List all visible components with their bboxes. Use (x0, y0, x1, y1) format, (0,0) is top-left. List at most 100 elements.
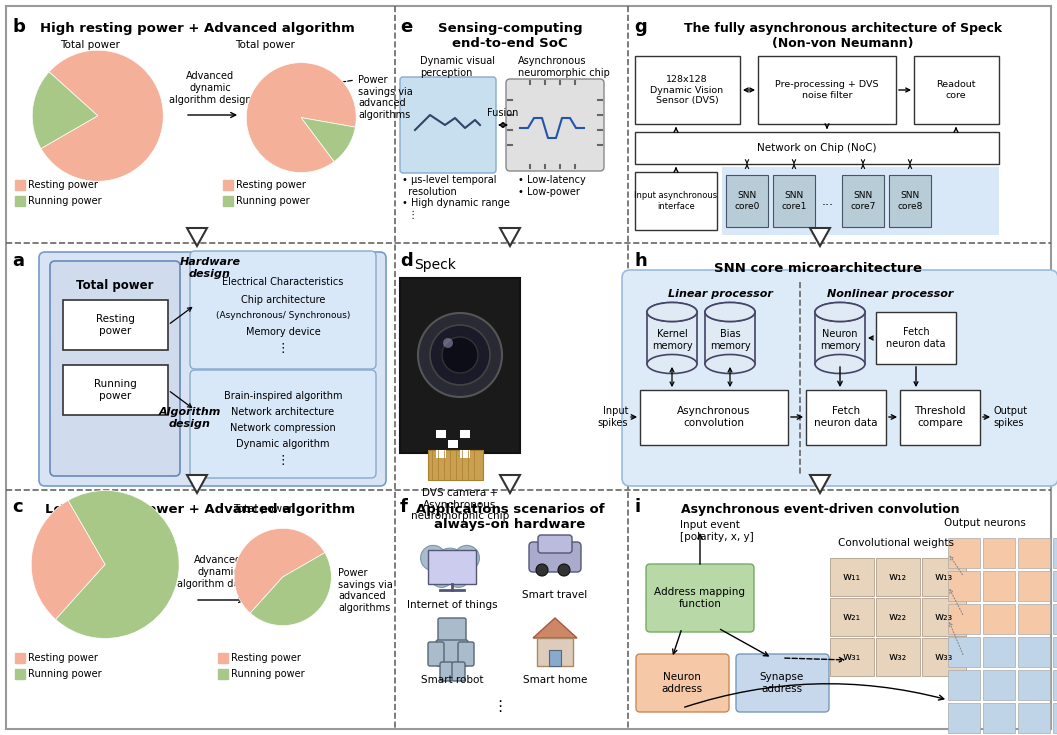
Text: • μs-level temporal
  resolution
• High dynamic range
  ⋮: • μs-level temporal resolution • High dy… (402, 175, 509, 220)
Text: Network architecture: Network architecture (231, 407, 335, 417)
Text: • Low-latency
• Low-power: • Low-latency • Low-power (518, 175, 586, 196)
Bar (876, 558, 920, 596)
Text: Speck: Speck (414, 258, 456, 272)
Text: w₁₂: w₁₂ (889, 572, 907, 582)
Text: g: g (634, 18, 647, 36)
Bar (948, 604, 980, 634)
Bar (889, 175, 931, 227)
Text: ⋮: ⋮ (493, 698, 507, 714)
Text: w₂₃: w₂₃ (934, 612, 953, 622)
Bar (705, 312, 755, 364)
Bar (1018, 538, 1050, 568)
Text: Readout
core: Readout core (937, 80, 976, 100)
FancyBboxPatch shape (646, 564, 754, 632)
Bar (549, 650, 561, 666)
Polygon shape (810, 475, 830, 493)
FancyBboxPatch shape (50, 261, 180, 476)
Text: Total power: Total power (76, 279, 153, 292)
Bar (722, 167, 999, 235)
Bar (773, 175, 815, 227)
Text: ⋮: ⋮ (277, 342, 290, 354)
Text: Convolutional weights: Convolutional weights (838, 538, 954, 548)
Polygon shape (187, 475, 207, 493)
Text: Resting power: Resting power (231, 653, 301, 663)
Bar (900, 390, 980, 445)
FancyBboxPatch shape (452, 662, 465, 681)
Text: c: c (12, 498, 22, 516)
Text: w₂₁: w₂₁ (842, 612, 861, 622)
Wedge shape (246, 62, 356, 173)
Text: Asynchronous event-driven convolution: Asynchronous event-driven convolution (681, 503, 960, 516)
Wedge shape (32, 501, 105, 620)
Text: Threshold
compare: Threshold compare (914, 406, 966, 428)
Wedge shape (56, 490, 179, 639)
Text: w₁₃: w₁₃ (934, 572, 953, 582)
FancyBboxPatch shape (636, 654, 729, 712)
Bar (1018, 571, 1050, 601)
Bar (1053, 538, 1057, 568)
FancyBboxPatch shape (438, 618, 466, 642)
Polygon shape (500, 475, 520, 493)
Circle shape (442, 337, 478, 373)
Text: Sensing-computing
end-to-end SoC: Sensing-computing end-to-end SoC (438, 22, 582, 50)
Bar (922, 558, 966, 596)
Circle shape (447, 565, 469, 587)
Bar (1018, 604, 1050, 634)
FancyBboxPatch shape (458, 642, 474, 666)
Bar (1053, 703, 1057, 733)
Bar (983, 538, 1015, 568)
Bar (428, 450, 483, 480)
Bar (948, 670, 980, 700)
Bar (830, 638, 874, 676)
Bar (435, 430, 446, 438)
Text: Total power: Total power (60, 40, 119, 50)
Text: Network on Chip (NoC): Network on Chip (NoC) (757, 143, 876, 153)
Polygon shape (810, 228, 830, 246)
Text: High resting power + Advanced algorithm: High resting power + Advanced algorithm (39, 22, 354, 35)
Text: Smart travel: Smart travel (522, 590, 588, 600)
Text: Brain-inspired algorithm: Brain-inspired algorithm (224, 391, 342, 401)
Bar (1018, 703, 1050, 733)
Polygon shape (187, 228, 207, 246)
Bar (428, 550, 476, 584)
Bar (914, 56, 999, 124)
Text: Running power: Running power (231, 669, 304, 679)
FancyBboxPatch shape (190, 370, 376, 478)
Bar (815, 312, 865, 364)
Text: Fusion: Fusion (487, 108, 519, 118)
FancyBboxPatch shape (190, 251, 376, 369)
Bar (448, 440, 458, 448)
Text: Synapse
address: Synapse address (760, 673, 804, 694)
Bar (635, 56, 740, 124)
Bar (1053, 571, 1057, 601)
Ellipse shape (705, 303, 755, 321)
Bar (1018, 670, 1050, 700)
Bar (983, 670, 1015, 700)
Bar (63, 365, 168, 415)
Text: (Asynchronous/ Synchronous): (Asynchronous/ Synchronous) (216, 310, 350, 320)
Polygon shape (500, 228, 520, 246)
FancyBboxPatch shape (39, 252, 386, 486)
Bar (830, 598, 874, 636)
Circle shape (430, 565, 452, 587)
Bar (983, 604, 1015, 634)
Ellipse shape (705, 354, 755, 373)
Circle shape (433, 548, 467, 582)
Text: Running
power: Running power (94, 379, 136, 401)
Text: Power
savings via
advanced
algorithms: Power savings via advanced algorithms (358, 75, 412, 120)
Wedge shape (235, 528, 324, 613)
Text: Hardware
design: Hardware design (180, 257, 241, 279)
Text: Address mapping
function: Address mapping function (654, 587, 745, 609)
Text: Algorithm
design: Algorithm design (159, 407, 221, 429)
Text: SNN
core8: SNN core8 (897, 191, 923, 211)
Bar (1053, 604, 1057, 634)
Text: e: e (400, 18, 412, 36)
Text: Fetch
neuron data: Fetch neuron data (814, 406, 877, 428)
Circle shape (421, 545, 446, 570)
Polygon shape (533, 618, 577, 638)
Bar (983, 637, 1015, 667)
Bar (460, 450, 470, 458)
Text: w₃₂: w₃₂ (889, 652, 907, 662)
Text: b: b (12, 18, 25, 36)
Ellipse shape (815, 354, 865, 373)
